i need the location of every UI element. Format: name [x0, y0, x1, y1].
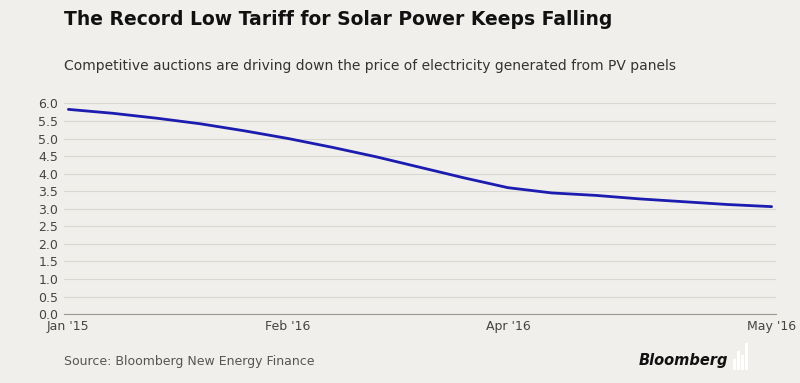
Bar — [745, 343, 748, 370]
Bar — [733, 359, 736, 370]
Bar — [741, 355, 744, 370]
Text: Source: Bloomberg New Energy Finance: Source: Bloomberg New Energy Finance — [64, 355, 314, 368]
Text: Bloomberg: Bloomberg — [638, 353, 728, 368]
Bar — [737, 351, 740, 370]
Text: Competitive auctions are driving down the price of electricity generated from PV: Competitive auctions are driving down th… — [64, 59, 676, 74]
Text: The Record Low Tariff for Solar Power Keeps Falling: The Record Low Tariff for Solar Power Ke… — [64, 10, 612, 29]
